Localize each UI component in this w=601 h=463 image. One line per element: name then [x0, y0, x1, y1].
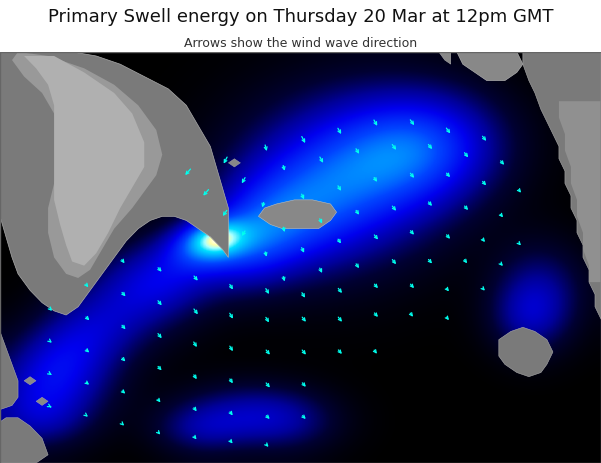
Polygon shape: [0, 332, 18, 410]
Polygon shape: [439, 52, 451, 64]
Polygon shape: [228, 159, 240, 167]
Polygon shape: [559, 101, 601, 282]
Polygon shape: [24, 377, 36, 385]
Polygon shape: [24, 56, 144, 266]
Polygon shape: [0, 52, 228, 315]
Text: Arrows show the wind wave direction: Arrows show the wind wave direction: [184, 37, 417, 50]
Polygon shape: [523, 52, 601, 319]
Polygon shape: [0, 418, 48, 463]
Text: Primary Swell energy on Thursday 20 Mar at 12pm GMT: Primary Swell energy on Thursday 20 Mar …: [47, 8, 554, 26]
Polygon shape: [529, 52, 553, 69]
Polygon shape: [12, 52, 162, 278]
Polygon shape: [36, 397, 48, 406]
Polygon shape: [457, 52, 523, 81]
Polygon shape: [499, 327, 553, 377]
Polygon shape: [258, 200, 337, 229]
